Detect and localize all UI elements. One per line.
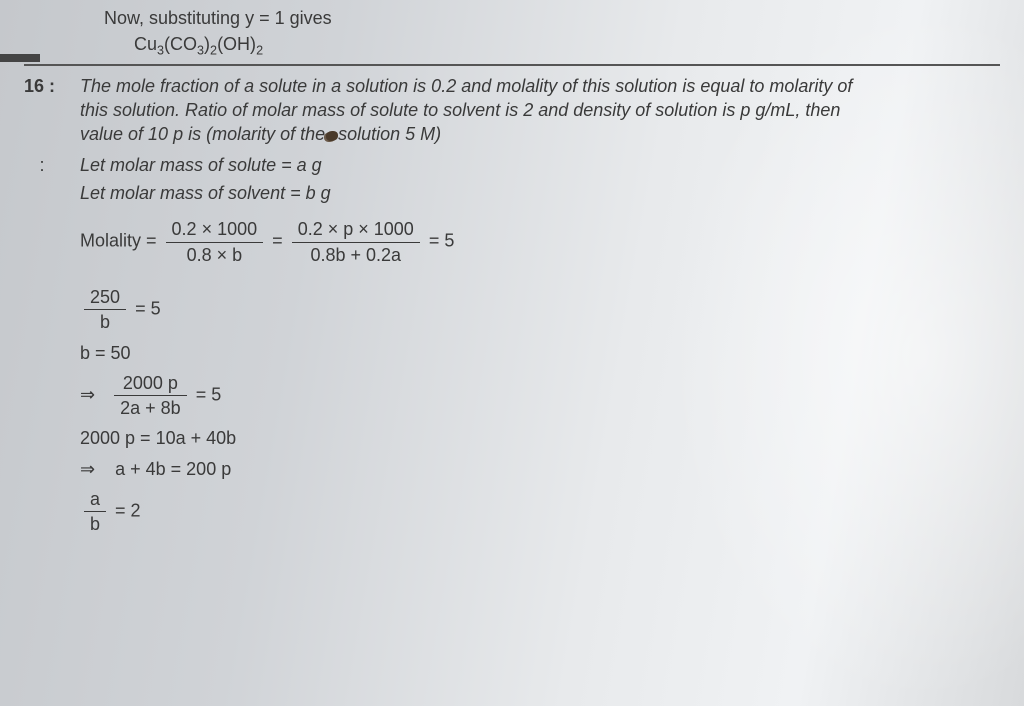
frac3-num: 250 bbox=[84, 285, 126, 310]
divider-line bbox=[24, 64, 1000, 66]
a4b-text: a + 4b = 200 p bbox=[115, 459, 231, 479]
arrow-2: ⇒ bbox=[80, 459, 95, 479]
q-line1: The mole fraction of a solute in a solut… bbox=[80, 76, 852, 96]
fraction-2: 0.2 × p × 1000 0.8b + 0.2a bbox=[292, 217, 420, 267]
fraction-1: 0.2 × 1000 0.8 × b bbox=[166, 217, 264, 267]
q-line2: this solution. Ratio of molar mass of so… bbox=[80, 100, 840, 120]
cu: Cu bbox=[134, 34, 157, 54]
frac1-num: 0.2 × 1000 bbox=[166, 217, 264, 242]
eq-2000p: 2000 p = 10a + 40b bbox=[80, 426, 1000, 450]
fraction-4: 2000 p 2a + 8b bbox=[114, 371, 187, 421]
equals-5b: = 5 bbox=[135, 299, 161, 319]
molality-equation: Molality = 0.2 × 1000 0.8 × b = 0.2 × p … bbox=[80, 217, 1000, 267]
eq-ab2: a b = 2 bbox=[80, 487, 1000, 537]
co3-sub: 3 bbox=[197, 44, 204, 58]
question-number: 16 : bbox=[24, 74, 80, 98]
frac2-num: 0.2 × p × 1000 bbox=[292, 217, 420, 242]
solution-block: : Let molar mass of solute = a g Let mol… bbox=[24, 153, 1000, 273]
equals-5c: = 5 bbox=[196, 384, 222, 404]
substitution-line: Now, substituting y = 1 gives bbox=[104, 6, 1000, 30]
let-solvent: Let molar mass of solvent = b g bbox=[80, 181, 1000, 205]
page-content: Now, substituting y = 1 gives Cu3(CO3)2(… bbox=[0, 0, 1024, 553]
frac3-den: b bbox=[84, 310, 126, 334]
frac5-num: a bbox=[84, 487, 106, 512]
frac4-num: 2000 p bbox=[114, 371, 187, 396]
arrow-1: ⇒ bbox=[80, 384, 95, 404]
solution-text: Let molar mass of solute = a g Let molar… bbox=[80, 153, 1000, 273]
co3-n: 2 bbox=[210, 44, 217, 58]
equals-1: = bbox=[272, 231, 283, 251]
frac5-den: b bbox=[84, 512, 106, 536]
eq-a4b: ⇒ a + 4b = 200 p bbox=[80, 457, 1000, 481]
solution-colon: : bbox=[24, 153, 80, 177]
work-lines: 250 b = 5 b = 50 ⇒ 2000 p 2a + 8b = 5 20… bbox=[80, 285, 1000, 537]
question-text: The mole fraction of a solute in a solut… bbox=[80, 74, 1000, 147]
question-16: 16 : The mole fraction of a solute in a … bbox=[24, 74, 1000, 147]
let-solute: Let molar mass of solute = a g bbox=[80, 153, 1000, 177]
co3-open: (CO bbox=[164, 34, 197, 54]
equals-5a: = 5 bbox=[429, 231, 455, 251]
eq-250b: 250 b = 5 bbox=[80, 285, 1000, 335]
molality-label: Molality = bbox=[80, 231, 157, 251]
cu-sub: 3 bbox=[157, 44, 164, 58]
compound-formula: Cu3(CO3)2(OH)2 bbox=[134, 32, 1000, 60]
q-line3b: solution 5 M) bbox=[338, 124, 441, 144]
eq-b50: b = 50 bbox=[80, 341, 1000, 365]
eq-2000p-frac: ⇒ 2000 p 2a + 8b = 5 bbox=[80, 371, 1000, 421]
q-line3a: value of 10 p is (molarity of the bbox=[80, 124, 330, 144]
oh-open: (OH) bbox=[217, 34, 256, 54]
frac4-den: 2a + 8b bbox=[114, 396, 187, 420]
equals-2: = 2 bbox=[115, 501, 141, 521]
smudge-icon bbox=[326, 131, 338, 141]
frac1-den: 0.8 × b bbox=[166, 243, 264, 267]
oh-sub: 2 bbox=[256, 44, 263, 58]
fraction-3: 250 b bbox=[84, 285, 126, 335]
fraction-5: a b bbox=[84, 487, 106, 537]
frac2-den: 0.8b + 0.2a bbox=[292, 243, 420, 267]
